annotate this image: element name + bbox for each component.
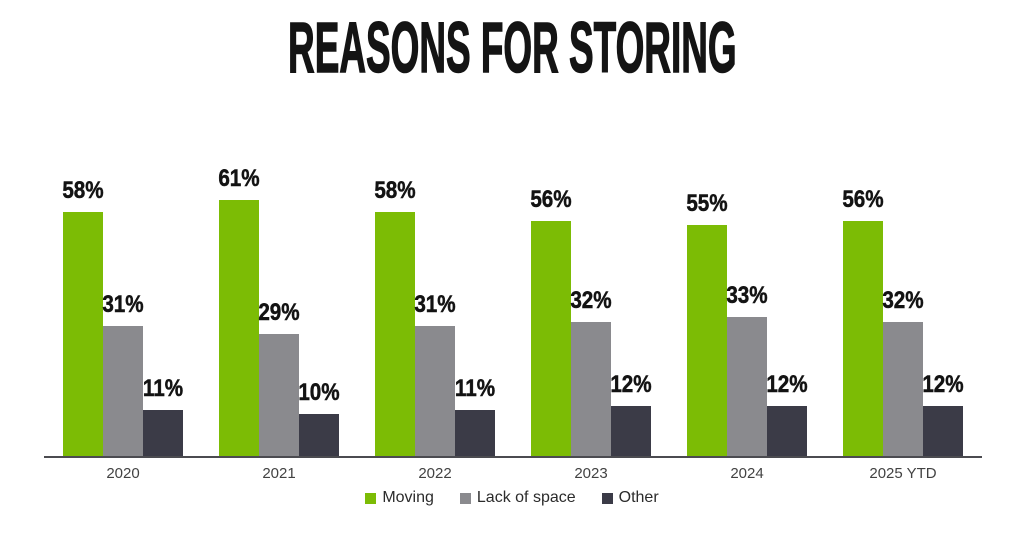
category-label: 2020 <box>106 465 140 482</box>
bar-group-2025-ytd: 56% 32% 12% 2025 YTD <box>842 120 964 482</box>
bar-value-label: 33% <box>726 282 768 310</box>
bar-value-label: 58% <box>62 177 104 205</box>
bar-value-label: 32% <box>882 286 924 314</box>
bar-value-label: 32% <box>570 286 612 314</box>
bar-value-label: 12% <box>610 370 652 398</box>
bar-other <box>923 405 963 456</box>
bar-lack-of-space <box>571 321 611 456</box>
bar-value-label: 61% <box>218 164 260 192</box>
x-axis-line <box>44 456 982 458</box>
category-label: 2024 <box>730 465 764 482</box>
bar-lack-of-space <box>259 334 299 456</box>
bar-other <box>455 409 495 456</box>
category-label: 2023 <box>574 465 608 482</box>
bar-value-label: 12% <box>766 370 808 398</box>
bar-value-label: 29% <box>258 299 300 327</box>
legend-swatch-icon <box>365 492 377 504</box>
bar-value-label: 31% <box>414 290 456 318</box>
bar-moving <box>687 225 727 456</box>
bar-value-label: 12% <box>922 370 964 398</box>
bar-lack-of-space <box>103 325 143 456</box>
bar-value-label: 56% <box>842 185 884 213</box>
bar-value-label: 56% <box>530 185 572 213</box>
chart-title-text: REASONS FOR STORING <box>287 9 737 88</box>
bar-other <box>767 405 807 456</box>
legend-swatch-icon <box>601 492 613 504</box>
legend-item-moving: Moving <box>365 489 434 507</box>
legend-label: Moving <box>382 489 434 506</box>
bar-moving <box>63 212 103 456</box>
bar-value-label: 55% <box>686 190 728 217</box>
category-label: 2022 <box>418 465 452 482</box>
bar-group-2023: 56% 32% 12% 2023 <box>530 120 652 482</box>
bar-group-2024: 55% 33% 12% 2024 <box>686 120 808 482</box>
bar-other <box>611 405 651 456</box>
bar-value-label: 11% <box>454 374 496 402</box>
bar-value-label: 10% <box>298 379 340 406</box>
bar-lack-of-space <box>415 325 455 456</box>
bar-moving <box>531 220 571 456</box>
legend: Moving Lack of space Other <box>0 489 1024 507</box>
bar-other <box>299 414 339 456</box>
bar-moving <box>219 199 259 456</box>
bar-value-label: 31% <box>102 290 144 318</box>
bar-lack-of-space <box>883 321 923 456</box>
legend-item-lack-of-space: Lack of space <box>459 489 576 507</box>
bar-lack-of-space <box>727 317 767 456</box>
bar-moving <box>843 220 883 456</box>
plot-area: 58% 31% 11% 2020 61% 29% 10% 2021 58% 31% 11% 2022 5… <box>44 120 982 482</box>
legend-label: Lack of space <box>476 489 576 506</box>
legend-item-other: Other <box>601 489 659 507</box>
bar-group-2021: 61% 29% 10% 2021 <box>218 120 340 482</box>
legend-swatch-icon <box>459 492 471 504</box>
bar-value-label: 11% <box>142 374 184 402</box>
category-label: 2025 YTD <box>869 465 937 482</box>
bar-moving <box>375 212 415 456</box>
chart-title: REASONS FOR STORING <box>0 9 1024 88</box>
legend-label: Other <box>618 489 659 506</box>
bar-other <box>143 409 183 456</box>
bar-group-2022: 58% 31% 11% 2022 <box>374 120 495 482</box>
category-label: 2021 <box>262 465 296 482</box>
bar-value-label: 58% <box>374 177 416 205</box>
bar-group-2020: 58% 31% 11% 2020 <box>62 120 183 482</box>
